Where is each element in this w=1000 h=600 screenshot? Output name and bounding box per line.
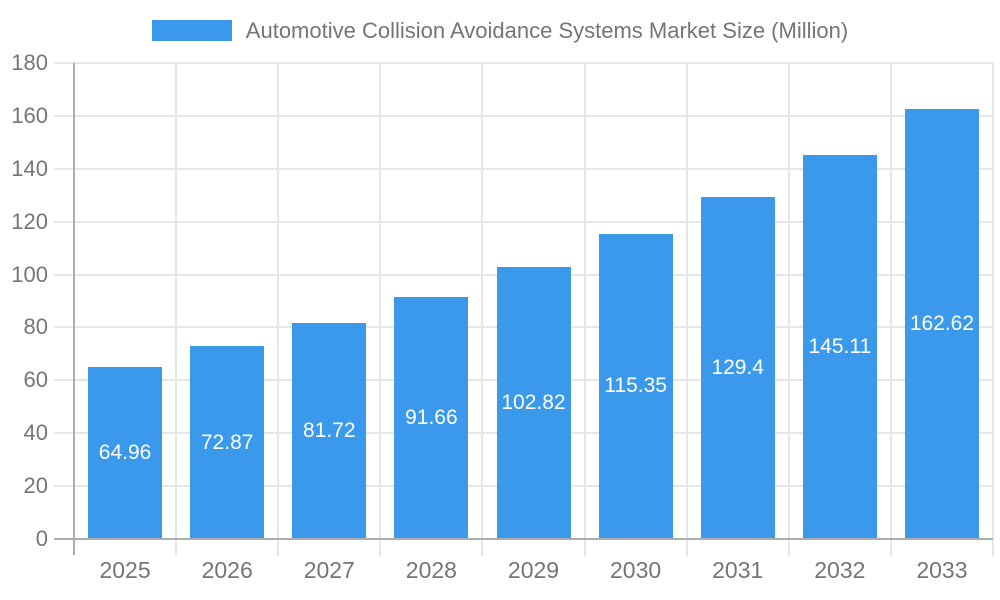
y-gridline — [54, 167, 993, 170]
bar: 145.11 — [802, 155, 877, 539]
x-gridline — [685, 63, 688, 556]
y-axis-tick-label: 40 — [23, 420, 48, 446]
bar-value-label: 162.62 — [909, 311, 975, 335]
y-axis-tick-label: 0 — [35, 526, 48, 551]
x-gridline — [889, 63, 892, 556]
bar-value-label: 115.35 — [604, 374, 667, 398]
x-gridline — [992, 63, 994, 556]
bar-value-label: 64.96 — [98, 441, 152, 465]
y-axis-line — [73, 63, 75, 555]
bar-value-label: 102.82 — [501, 391, 566, 415]
x-axis-tick-label: 2030 — [610, 557, 662, 583]
y-axis-tick-label: 180 — [11, 50, 48, 75]
bar-value-label: 91.66 — [405, 405, 458, 429]
x-axis-tick-label: 2026 — [201, 557, 253, 583]
x-axis-tick-label: 2025 — [99, 557, 151, 583]
y-axis-tick-label: 20 — [23, 473, 48, 499]
legend-label: Automotive Collision Avoidance Systems M… — [245, 18, 849, 43]
bar-value-label: 72.87 — [200, 430, 254, 454]
y-axis-tick-label: 80 — [23, 314, 48, 340]
y-axis-tick-label: 60 — [23, 367, 48, 393]
y-gridline — [54, 62, 993, 64]
x-axis-tick-label: 2027 — [303, 557, 355, 583]
x-gridline — [787, 63, 790, 556]
x-axis-tick-label: 2029 — [507, 557, 560, 583]
chart-legend[interactable]: Automotive Collision Avoidance Systems M… — [0, 17, 1000, 44]
y-gridline — [54, 114, 993, 117]
y-axis-tick-label: 120 — [11, 208, 48, 234]
bar-value-label: 129.4 — [711, 355, 764, 379]
y-axis-tick-label: 140 — [11, 155, 48, 181]
x-gridline — [175, 63, 178, 556]
x-axis-tick-label: 2031 — [712, 557, 764, 583]
bar: 129.4 — [700, 196, 775, 539]
x-gridline — [277, 63, 280, 556]
legend-swatch — [151, 20, 232, 41]
bar: 115.35 — [598, 233, 673, 539]
bar-value-label: 81.72 — [302, 418, 356, 442]
bar: 64.96 — [88, 367, 163, 539]
y-axis-labels: 0 20 40 60 80 100 120 140 160 180 — [0, 50, 48, 551]
x-axis-tick-label: 2028 — [405, 557, 457, 583]
x-gridline — [481, 63, 484, 556]
bar: 91.66 — [394, 296, 469, 539]
y-gridline — [54, 220, 993, 223]
bar: 72.87 — [190, 346, 265, 539]
bar: 162.62 — [904, 108, 979, 539]
x-axis-tick-label: 2033 — [916, 557, 968, 583]
x-axis-tick-label: 2032 — [814, 557, 866, 583]
y-axis-tick-label: 160 — [11, 102, 48, 128]
bar: 102.82 — [496, 267, 571, 539]
x-gridline — [583, 63, 586, 556]
plot-area: 64.96 72.87 81.72 91.66 102.82 115.35 129.4 145… — [54, 62, 994, 556]
y-axis-tick-label: 100 — [11, 261, 48, 287]
x-gridline — [379, 63, 382, 556]
bar-value-label: 145.11 — [808, 335, 872, 359]
bar: 81.72 — [292, 322, 367, 539]
x-axis-labels: 2025 2026 2027 2028 2029 2030 2031 2032 2033 — [74, 555, 993, 587]
x-axis-line — [54, 538, 993, 540]
